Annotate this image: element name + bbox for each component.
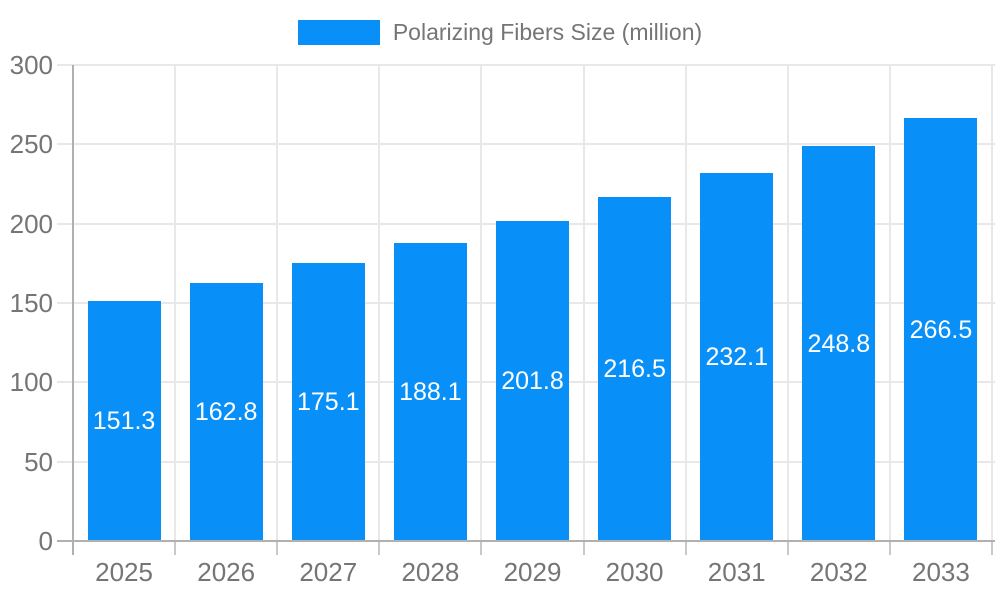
legend-swatch-icon: [297, 19, 380, 45]
x-axis-tick-label: 2029: [503, 557, 562, 587]
x-gridline: [582, 65, 585, 541]
x-axis-tick-label: 2033: [912, 557, 970, 587]
y-axis-tick-label: 50: [24, 446, 53, 477]
bar-value-label: 216.5: [603, 355, 666, 384]
x-axis-tick: [684, 541, 687, 555]
bar-2032: [802, 146, 876, 541]
bar-value-label: 151.3: [92, 406, 156, 435]
bar-2029: [496, 220, 569, 541]
bar-2033: [904, 118, 978, 541]
x-axis-tick: [174, 541, 177, 555]
x-axis-tick-label: 2028: [401, 557, 460, 587]
x-axis-tick-label: 2027: [299, 557, 358, 587]
bar-2025: [87, 300, 161, 541]
x-axis-tick-label: 2031: [707, 557, 766, 587]
bar-2026: [189, 282, 263, 541]
x-axis-baseline: [57, 540, 995, 542]
x-axis-tick: [991, 541, 993, 555]
y-axis-tick-label: 200: [9, 208, 53, 239]
x-axis-tick-label: 2026: [197, 557, 256, 587]
x-gridline: [480, 65, 483, 541]
y-axis-tick-label: 250: [9, 129, 53, 160]
y-axis-tick-label: 300: [9, 50, 53, 80]
bar-2031: [700, 172, 774, 541]
y-axis-tick-label: 0: [38, 526, 53, 556]
x-axis-tick-label: 2032: [809, 557, 868, 587]
x-axis-tick-label: 2025: [95, 557, 153, 587]
x-gridline: [786, 65, 789, 541]
x-gridline: [276, 65, 279, 541]
x-axis-tick-label: 2030: [605, 557, 664, 587]
x-gridline: [991, 65, 993, 541]
legend[interactable]: Polarizing Fibers Size (million): [0, 18, 1000, 46]
x-axis-tick: [276, 541, 279, 555]
bar-value-label: 248.8: [807, 329, 871, 358]
x-axis-tick: [378, 541, 381, 555]
y-gridline: [57, 143, 995, 146]
x-axis-tick: [480, 541, 483, 555]
legend-label: Polarizing Fibers Size (million): [392, 18, 703, 45]
bar-value-label: 232.1: [705, 342, 768, 371]
bar-2030: [598, 197, 672, 541]
y-axis-tick-label: 100: [9, 367, 53, 398]
y-gridline: [57, 64, 995, 66]
bar-2027: [291, 263, 365, 541]
y-axis-tick-label: 150: [9, 288, 53, 318]
bar-value-label: 175.1: [296, 388, 360, 417]
x-gridline: [684, 65, 687, 541]
x-axis-tick: [888, 541, 891, 555]
y-axis-line: [72, 65, 74, 555]
bar-value-label: 162.8: [194, 397, 258, 426]
x-gridline: [378, 65, 381, 541]
bar-value-label: 266.5: [909, 315, 973, 344]
x-gridline: [888, 65, 891, 541]
bar-value-label: 188.1: [399, 377, 462, 406]
bar-value-label: 201.8: [501, 366, 564, 395]
x-gridline: [174, 65, 177, 541]
bar-2028: [393, 242, 467, 541]
x-axis-tick: [786, 541, 789, 555]
x-axis-tick: [582, 541, 585, 555]
